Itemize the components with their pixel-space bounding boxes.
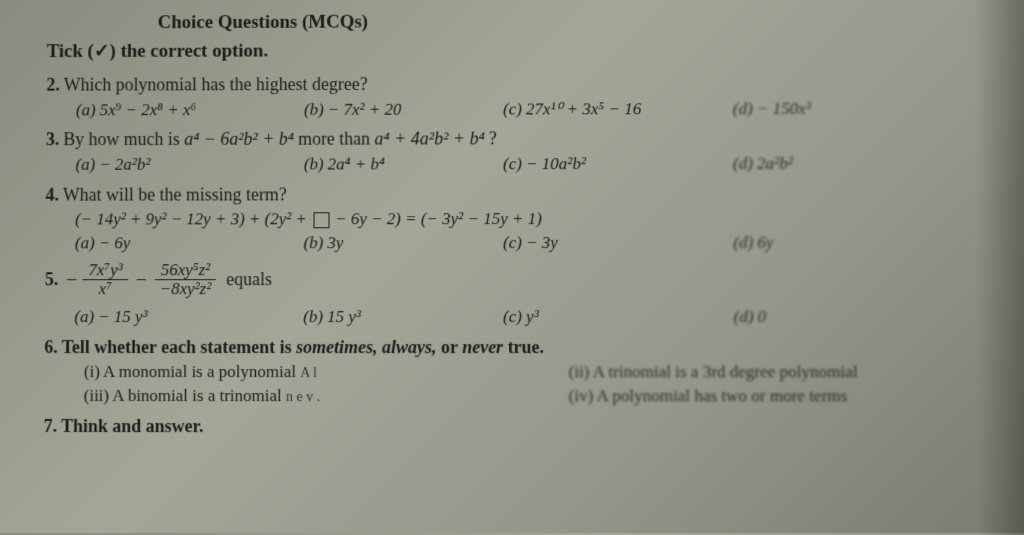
q2-num: 2.: [46, 75, 60, 95]
q6-text: Tell whether each statement is sometimes…: [62, 337, 545, 357]
q2-option-a: (a) 5x⁹ − 2x⁸ + x⁶: [76, 100, 196, 119]
q5-frac1-num: 7x⁷y³: [82, 261, 128, 281]
q5-option-a: (a) − 15 y³: [74, 307, 147, 326]
q3-text-mid: more than: [298, 129, 375, 149]
q5-frac2: 56xy⁵z² −8xy²z²: [154, 261, 218, 299]
q6-i-handwriting: A l: [300, 366, 317, 381]
question-6: 6. Tell whether each statement is someti…: [36, 335, 1007, 409]
mcq-header: Choice Questions (MCQs): [39, 8, 1004, 37]
q4-option-b: (b) 3y: [303, 233, 343, 252]
q4-option-d: (d) 6y: [733, 233, 773, 252]
q6-row1: (i) A monomial is a polynomial A l (ii) …: [44, 360, 1007, 384]
q6-iii: (iii) A binomial is a trinomial: [84, 386, 282, 405]
q4-option-c: (c) − 3y: [503, 233, 558, 252]
q5-frac2-num: 56xy⁵z²: [155, 261, 216, 281]
q2-text: Which polynomial has the highest degree?: [64, 74, 368, 94]
q4-eq-pre: (− 14y² + 9y² − 12y + 3) + (2y² +: [75, 209, 311, 228]
q3-option-b: (b) 2a⁴ + b⁴: [304, 154, 385, 173]
q5-frac2-den: −8xy²z²: [154, 280, 218, 299]
question-7: 7. Think and answer.: [36, 414, 1008, 440]
question-3: 3. By how much is a⁴ − 6a²b² + b⁴ more t…: [38, 126, 1005, 177]
q2-option-d: (d) − 150x³: [733, 99, 811, 118]
q3-expr1: a⁴ − 6a²b² + b⁴: [184, 129, 294, 149]
question-2: 2. Which polynomial has the highest degr…: [38, 71, 1005, 122]
q6-iv: (iv) A polynomial has two or more terms: [569, 386, 848, 405]
q3-option-d: (d) 2a²b²: [733, 154, 793, 173]
q4-num: 4.: [45, 184, 59, 204]
q5-frac1: 7x⁷y³ x⁷: [82, 261, 129, 299]
q5-frac1-den: x⁷: [93, 280, 118, 299]
q6-iii-handwriting: n e v .: [286, 390, 320, 405]
q2-option-c: (c) 27x¹⁰ + 3x⁵ − 16: [503, 99, 641, 118]
q3-option-c: (c) − 10a²b²: [503, 154, 586, 173]
q7-text: Think and answer.: [61, 416, 203, 436]
q4-text: What will be the missing term?: [63, 184, 287, 204]
q7-num: 7.: [44, 416, 58, 436]
q6-ii: (ii) A trinomial is a 3rd degree polynom…: [569, 362, 858, 381]
tick-instruction: Tick (✓) the correct option.: [39, 36, 1005, 65]
q6-i: (i) A monomial is a polynomial: [84, 362, 296, 381]
q5-minus1: −: [66, 266, 77, 294]
q3-text-pre: By how much is: [63, 129, 184, 149]
q6-num: 6.: [44, 337, 58, 357]
q3-num: 3.: [46, 130, 60, 150]
q5-option-d: (d) 0: [734, 307, 767, 326]
q4-eq-post: − 6y − 2) = (− 3y² − 15y + 1): [335, 209, 542, 228]
q5-expression: − 7x⁷y³ x⁷ − 56xy⁵z² −8xy²z² equals: [66, 261, 272, 299]
question-5: 5. − 7x⁷y³ x⁷ − 56xy⁵z² −8xy²z² equals: [37, 260, 1007, 299]
page-content: Choice Questions (MCQs) Tick (✓) the cor…: [36, 8, 1008, 440]
q3-option-a: (a) − 2a²b²: [75, 155, 150, 174]
question-4: 4. What will be the missing term? (− 14y…: [37, 181, 1006, 255]
q5-num: 5.: [45, 267, 59, 292]
q5-option-b: (b) 15 y³: [303, 307, 361, 326]
q5-option-c: (c) y³: [503, 307, 539, 326]
blank-box-icon: [313, 212, 329, 228]
q5-minus2: −: [136, 266, 147, 294]
q4-option-a: (a) − 6y: [75, 233, 131, 252]
q6-row2: (iii) A binomial is a trinomial n e v . …: [44, 384, 1007, 408]
q3-text-post: ?: [489, 129, 497, 149]
page-curve-shadow: [974, 0, 1024, 535]
q3-expr2: a⁴ + 4a²b² + b⁴: [375, 129, 485, 149]
q5-equals: equals: [226, 267, 272, 292]
q2-option-b: (b) − 7x² + 20: [304, 99, 401, 118]
